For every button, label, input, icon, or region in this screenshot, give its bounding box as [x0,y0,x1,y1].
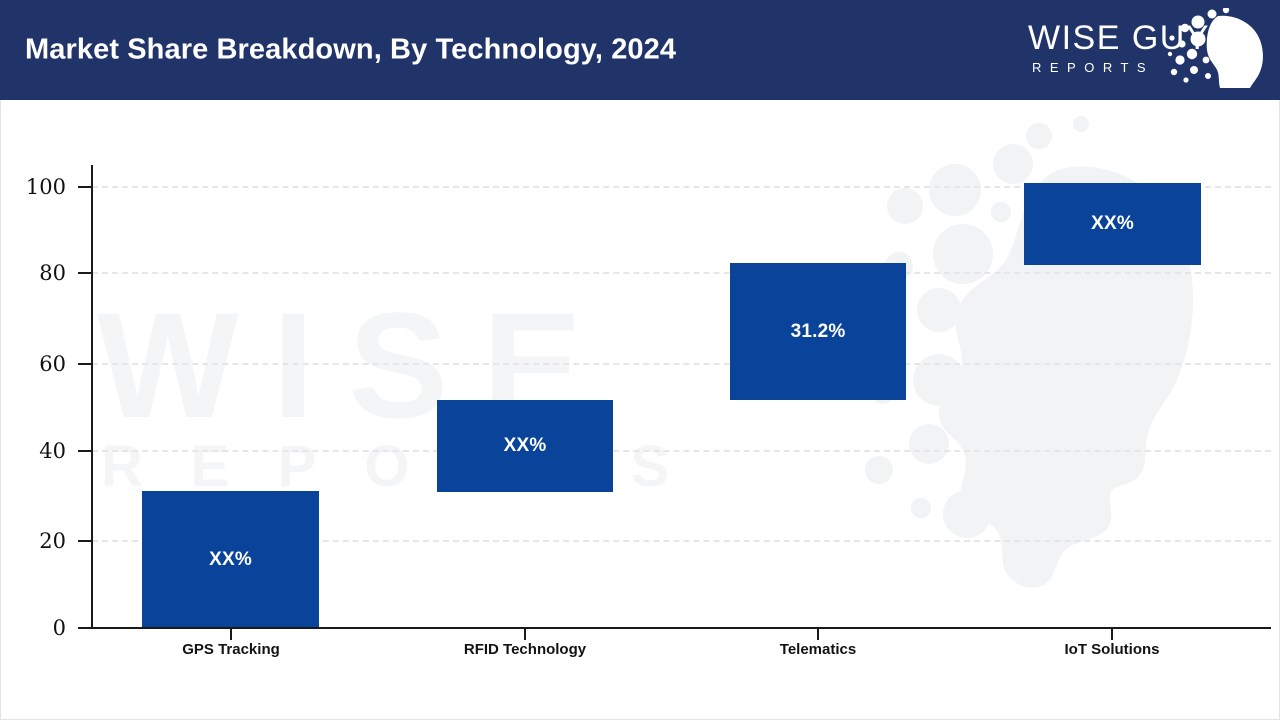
y-tick-label-60: 60 [39,352,66,376]
gridline-20 [92,540,1271,542]
y-tick-mark-60 [78,363,91,365]
x-tick-label-gps-tracking: GPS Tracking [182,641,280,658]
y-tick-mark-40 [78,450,91,452]
bar-label-telematics: 31.2% [790,320,846,342]
x-tick-label-iot-solutions: IoT Solutions [1064,641,1160,658]
gridline-100 [92,186,1271,188]
y-tick-mark-20 [78,540,91,542]
x-tick-mark-telematics [817,629,819,640]
y-tick-label-20: 20 [39,529,66,553]
x-axis-line [78,627,1271,629]
x-tick-mark-iot-solutions [1111,629,1113,640]
y-tick-label-40: 40 [39,439,66,463]
y-tick-mark-100 [78,186,91,188]
page-header: Market Share Breakdown, By Technology, 2… [0,0,1280,100]
wise-guy-reports-logo: WISE GUY REPORTS [1028,8,1263,88]
x-tick-mark-rfid-technology [524,629,526,640]
logo-wordmark-primary: WISE GUY [1028,19,1210,57]
x-tick-mark-gps-tracking [230,629,232,640]
gridline-80 [92,272,1271,274]
y-axis-line [91,165,93,629]
y-tick-label-80: 80 [39,261,66,285]
y-tick-label-100: 100 [25,175,66,199]
bar-rfid-technology[interactable]: XX% [437,400,613,492]
y-tick-mark-80 [78,272,91,274]
bar-gps-tracking[interactable]: XX% [142,491,319,628]
logo-wordmark-secondary: REPORTS [1032,60,1154,75]
x-tick-label-rfid-technology: RFID Technology [463,641,587,658]
watermark-text-secondary: REPORTS [101,434,718,499]
page-title: Market Share Breakdown, By Technology, 2… [25,33,677,66]
watermark-head-icon [865,116,1194,588]
chart-area: WISE REPORTS [0,100,1280,720]
gridline-60 [92,363,1271,365]
y-tick-label-0: 0 [52,616,66,640]
bar-label-rfid-technology: XX% [503,435,547,456]
x-tick-label-telematics: Telematics [779,641,857,658]
bar-label-gps-tracking: XX% [209,548,252,570]
bar-iot-solutions[interactable]: XX% [1024,183,1201,265]
bar-telematics[interactable]: 31.2% [730,263,906,400]
y-tick-mark-0 [78,627,91,629]
bar-label-iot-solutions: XX% [1091,213,1134,234]
gridline-40 [92,450,1271,452]
